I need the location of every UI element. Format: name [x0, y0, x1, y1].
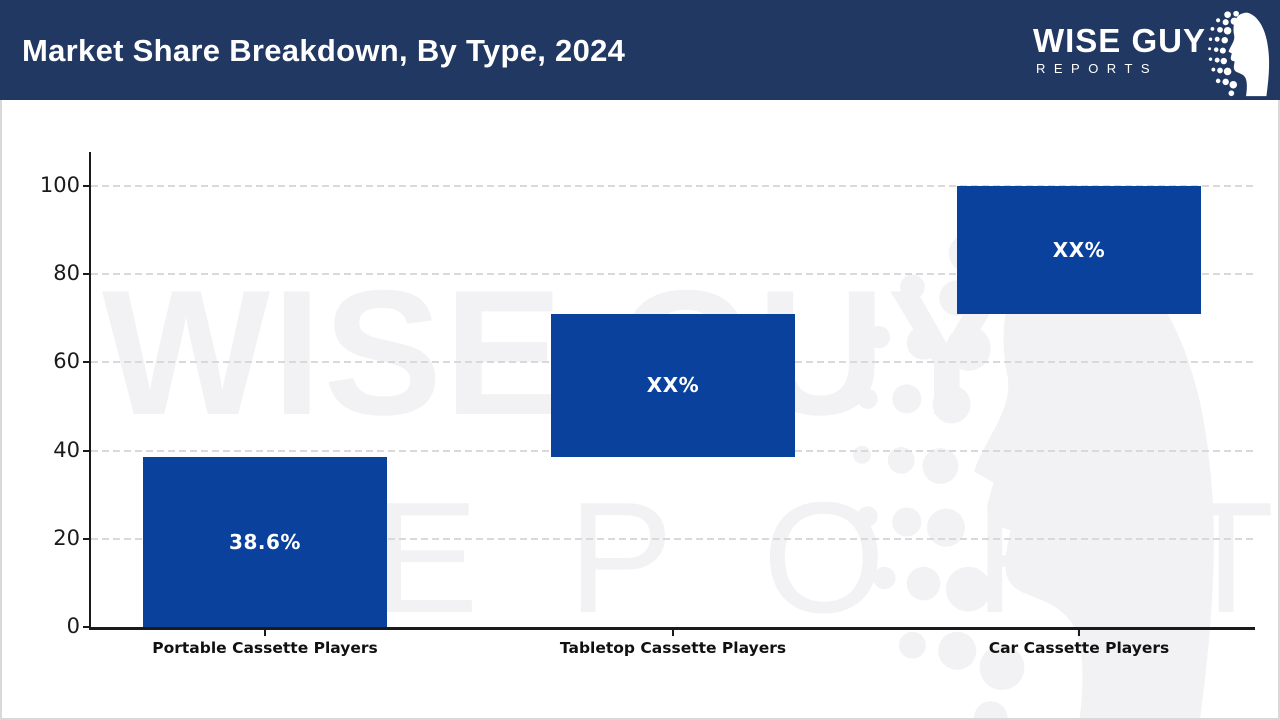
y-tick-80 [83, 273, 90, 276]
category-label-2: Tabletop Cassette Players [559, 639, 787, 657]
y-tick-label-0: 0 [66, 614, 80, 638]
y-tick-60 [83, 361, 90, 364]
bar-value-label-1: 38.6% [229, 529, 301, 554]
bar-3: XX% [957, 186, 1201, 314]
logo-wise-guy-text: WISE GUY [1032, 22, 1206, 59]
bar-2: XX% [551, 313, 795, 457]
y-tick-40 [83, 449, 90, 452]
y-tick-0 [83, 626, 90, 628]
y-tick-label-60: 60 [53, 349, 80, 374]
bar-1: 38.6% [143, 456, 387, 627]
logo-reports-text: REPORTS [1035, 61, 1159, 76]
dotted-face-icon [1208, 10, 1270, 97]
y-axis [89, 152, 91, 629]
x-tick-2 [672, 629, 674, 636]
y-tick-label-20: 20 [53, 525, 80, 550]
logo-text: WISE GUY REPORTS [1032, 22, 1206, 77]
x-tick-1 [264, 629, 266, 636]
bar-value-label-2: XX% [646, 373, 700, 398]
y-tick-label-80: 80 [53, 261, 80, 286]
x-tick-3 [1078, 629, 1080, 636]
header-bar: Market Share Breakdown, By Type, 2024 WI… [0, 0, 1280, 100]
category-label-3: Car Cassette Players [988, 639, 1170, 657]
y-tick-label-100: 100 [39, 173, 80, 197]
gridline-80 [91, 273, 1255, 276]
page-title: Market Share Breakdown, By Type, 2024 [22, 33, 626, 68]
category-label-1: Portable Cassette Players [152, 639, 378, 657]
gridline-20 [91, 537, 1255, 540]
bar-value-label-3: XX% [1052, 237, 1106, 262]
x-axis [89, 627, 1255, 630]
wise-guy-reports-logo: WISE GUY REPORTS [1012, 4, 1274, 97]
y-tick-20 [83, 537, 90, 540]
gridline-100 [91, 185, 1255, 187]
y-tick-label-40: 40 [53, 437, 80, 462]
y-tick-100 [83, 185, 90, 187]
